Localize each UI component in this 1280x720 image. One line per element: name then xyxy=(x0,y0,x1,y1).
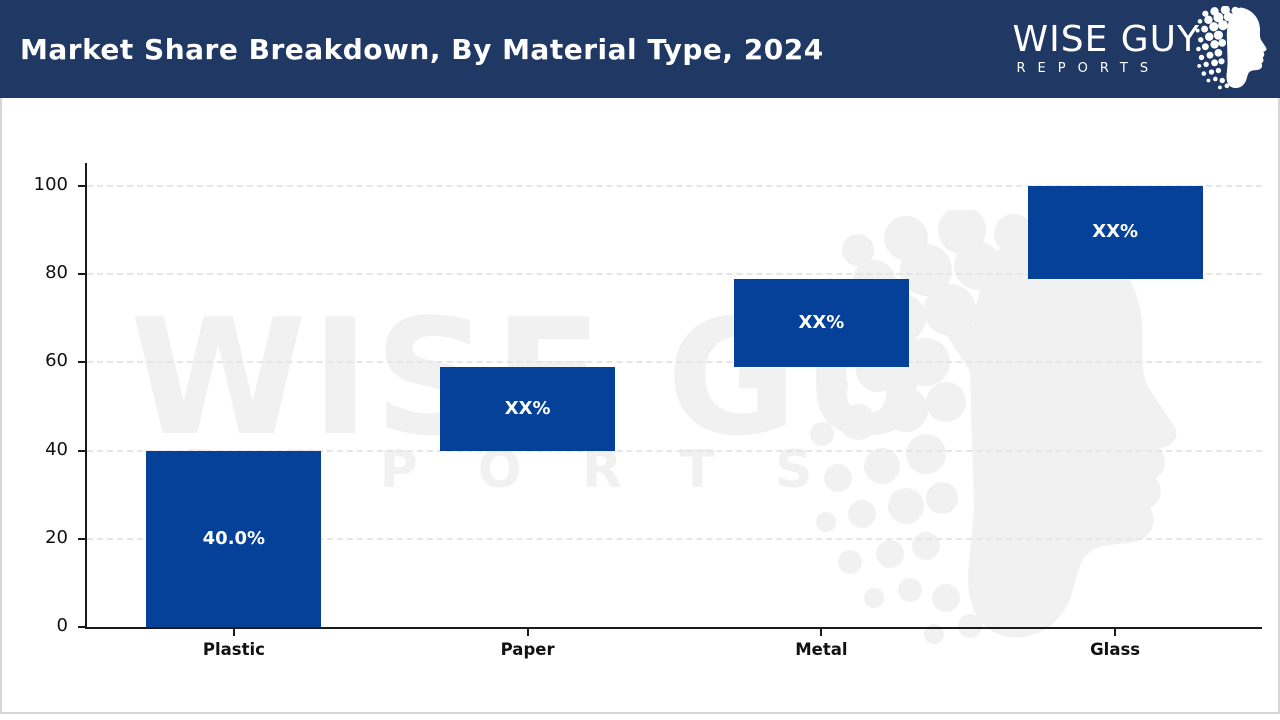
y-tick-label-100: 100 xyxy=(33,174,68,195)
logo-wordmark: WISE GUY xyxy=(1012,19,1200,60)
bar-value-label-metal: XX% xyxy=(798,311,845,333)
bar-value-label-paper: XX% xyxy=(504,397,551,419)
bar-metal xyxy=(733,278,909,367)
logo-face-icon xyxy=(1195,6,1267,90)
logo-text: WISE GUY REPORTS xyxy=(1013,21,1201,77)
x-tick-label-plastic: Plastic xyxy=(202,640,265,659)
y-tick-label-60: 60 xyxy=(45,350,68,372)
gridline-40 xyxy=(87,449,1262,452)
page-title: Market Share Breakdown, By Material Type… xyxy=(20,32,824,66)
x-tick-paper xyxy=(526,629,529,636)
bar-value-label-glass: XX% xyxy=(1092,221,1139,243)
gridline-100 xyxy=(87,185,1262,187)
y-tick-40 xyxy=(78,449,85,452)
y-tick-80 xyxy=(78,273,85,276)
y-tick-label-20: 20 xyxy=(45,526,68,548)
y-tick-60 xyxy=(78,361,85,364)
gridline-20 xyxy=(87,537,1262,540)
y-tick-label-80: 80 xyxy=(45,262,68,284)
x-tick-metal xyxy=(820,629,823,636)
x-axis xyxy=(85,627,1262,629)
gridline-60 xyxy=(87,361,1262,364)
brand-logo: WISE GUY REPORTS xyxy=(1013,6,1280,92)
x-tick-label-glass: Glass xyxy=(1090,640,1141,659)
bar-glass xyxy=(1027,186,1203,279)
gridline-80 xyxy=(87,273,1262,276)
header-banner: Market Share Breakdown, By Material Type… xyxy=(0,0,1280,98)
plot-area: 40.0% Plastic XX% Paper XX% Metal XX% Glass 0 20 4… xyxy=(2,98,1280,712)
x-tick-plastic xyxy=(232,629,235,636)
bar-paper xyxy=(440,366,616,451)
bar-plastic xyxy=(146,450,322,627)
y-tick-label-0: 0 xyxy=(56,615,68,636)
y-tick-100 xyxy=(78,185,85,187)
x-tick-label-metal: Metal xyxy=(795,640,848,659)
y-axis xyxy=(85,163,87,629)
x-tick-label-paper: Paper xyxy=(500,640,555,659)
y-tick-20 xyxy=(78,537,85,540)
x-tick-glass xyxy=(1114,629,1117,636)
y-tick-label-40: 40 xyxy=(45,438,68,460)
logo-subtitle: REPORTS xyxy=(1016,61,1161,76)
bar-value-label-plastic: 40.0% xyxy=(202,527,266,549)
chart-canvas: WISE GUY REPORTS 40.0%PlasticXX%PaperXX%… xyxy=(0,98,1280,714)
y-tick-0 xyxy=(78,626,85,628)
